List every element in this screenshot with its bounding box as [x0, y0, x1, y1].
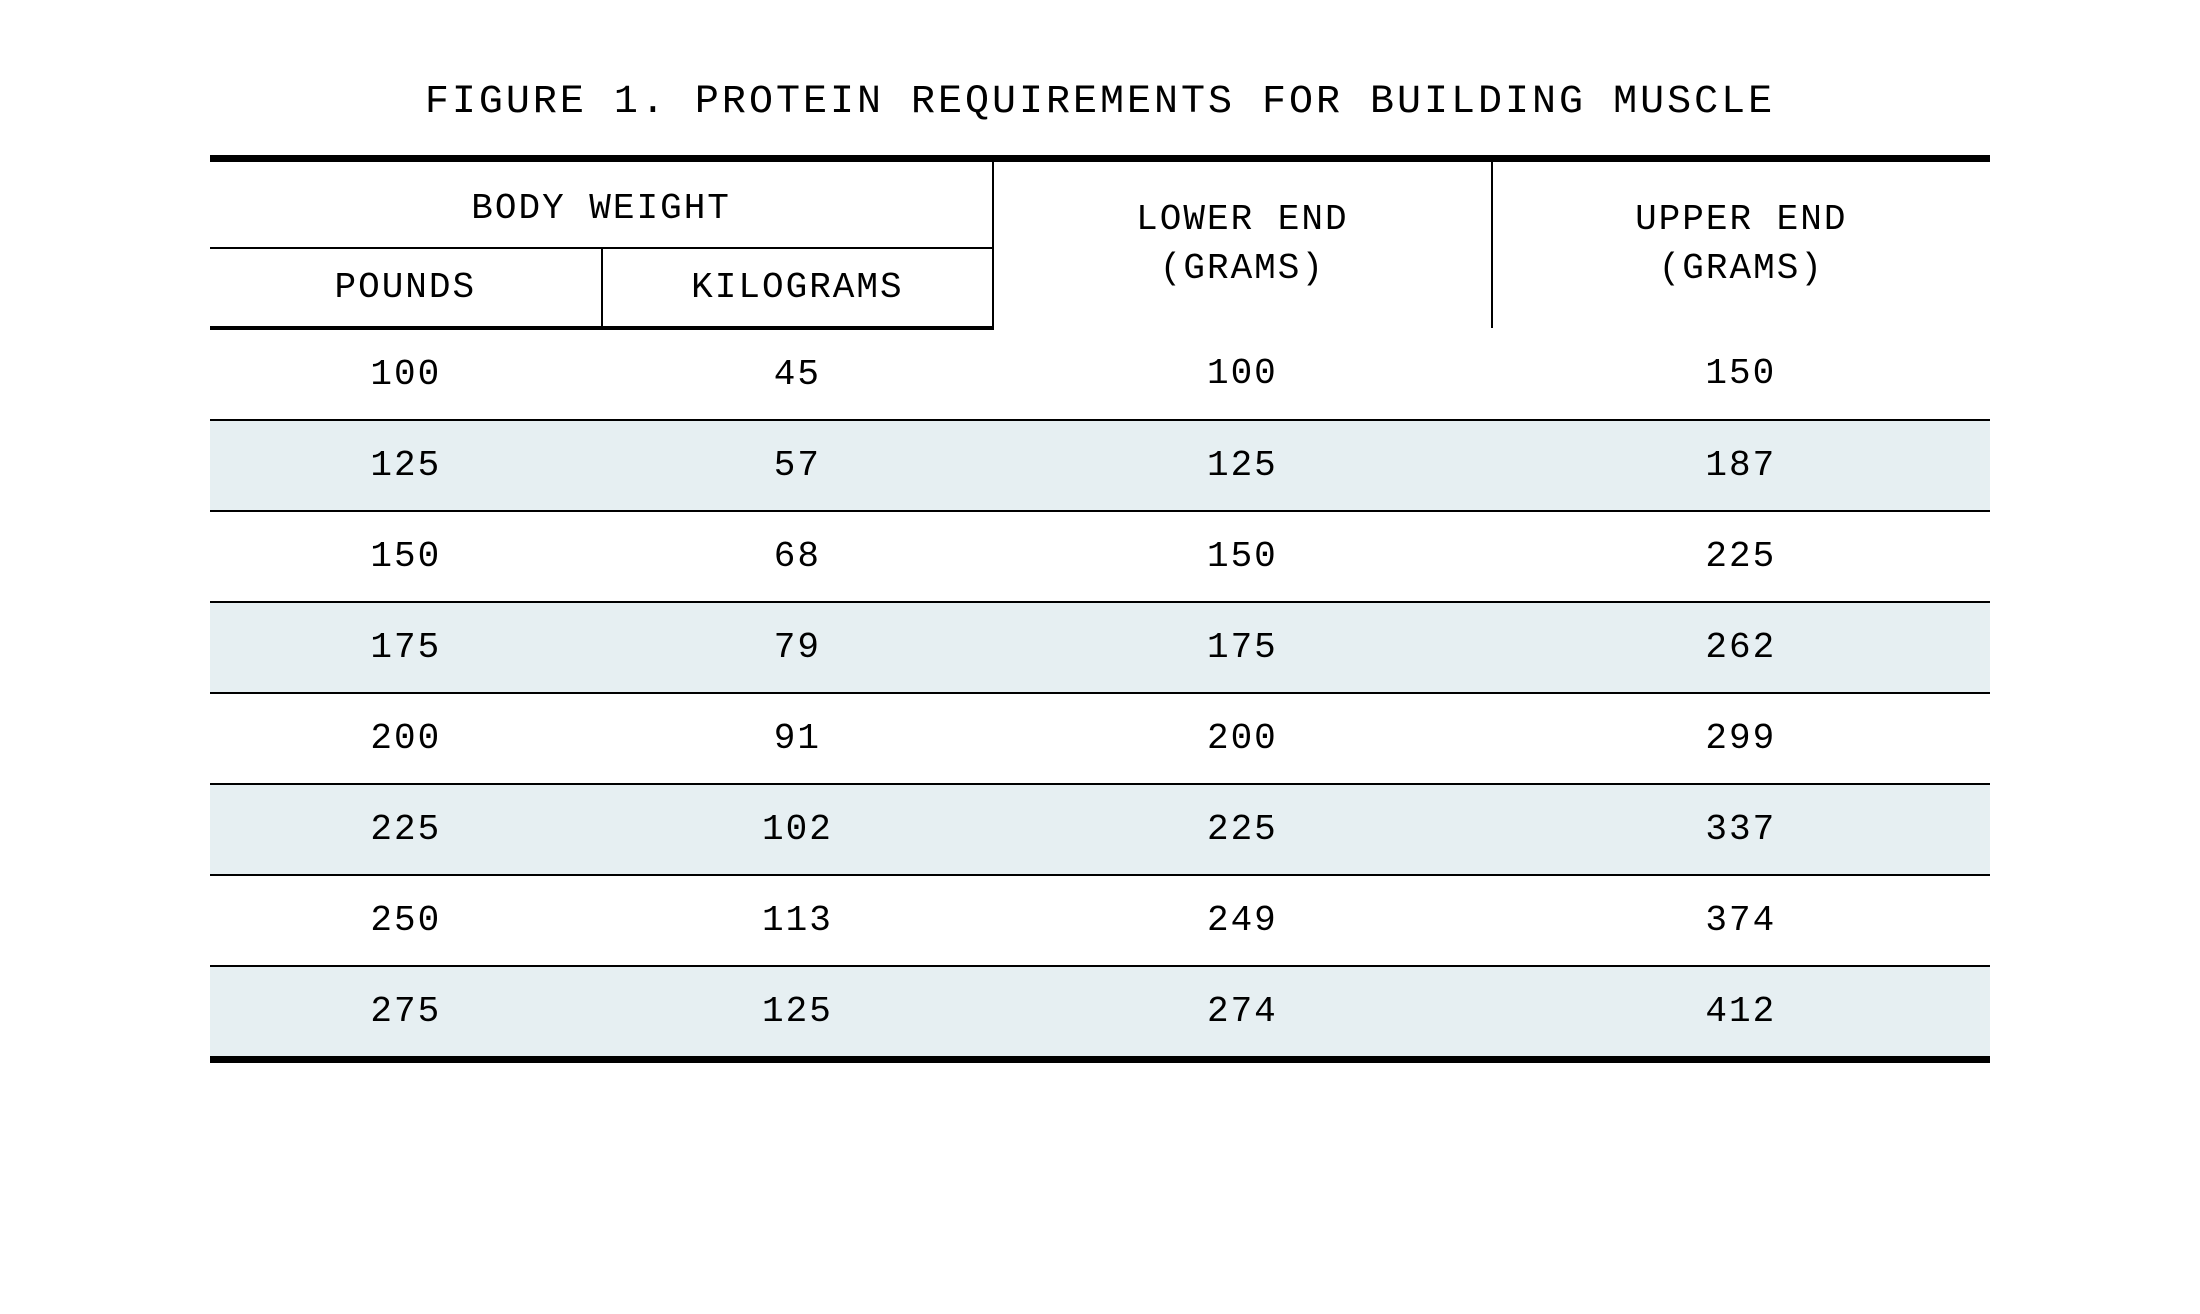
table-row: 225102225337	[210, 784, 1990, 875]
cell-kilograms: 113	[602, 875, 994, 966]
cell-kilograms: 57	[602, 420, 994, 511]
cell-lower-end: 200	[993, 693, 1491, 784]
cell-lower-end: 175	[993, 602, 1491, 693]
cell-pounds: 200	[210, 693, 602, 784]
table-row: 12557125187	[210, 420, 1990, 511]
cell-lower-end: 125	[993, 420, 1491, 511]
cell-pounds: 150	[210, 511, 602, 602]
cell-kilograms: 91	[602, 693, 994, 784]
cell-lower-end: 150	[993, 511, 1491, 602]
cell-upper-end: 374	[1492, 875, 1990, 966]
table-header: BODY WEIGHT LOWER END (GRAMS) UPPER END …	[210, 159, 1990, 329]
cell-pounds: 100	[210, 328, 602, 420]
table-row: 20091200299	[210, 693, 1990, 784]
header-lower-end-line1: LOWER END	[1136, 199, 1348, 240]
table-row: 275125274412	[210, 966, 1990, 1060]
table-row: 10045100150	[210, 328, 1990, 420]
cell-lower-end: 249	[993, 875, 1491, 966]
cell-kilograms: 102	[602, 784, 994, 875]
cell-upper-end: 262	[1492, 602, 1990, 693]
cell-pounds: 125	[210, 420, 602, 511]
header-upper-end-line2: (GRAMS)	[1659, 248, 1824, 289]
cell-pounds: 225	[210, 784, 602, 875]
cell-kilograms: 79	[602, 602, 994, 693]
table-body: 1004510015012557125187150681502251757917…	[210, 328, 1990, 1060]
table-row: 17579175262	[210, 602, 1990, 693]
cell-upper-end: 412	[1492, 966, 1990, 1060]
cell-kilograms: 68	[602, 511, 994, 602]
header-upper-end: UPPER END (GRAMS)	[1492, 159, 1990, 329]
header-lower-end: LOWER END (GRAMS)	[993, 159, 1491, 329]
protein-requirements-table: BODY WEIGHT LOWER END (GRAMS) UPPER END …	[210, 155, 1990, 1063]
header-kilograms: KILOGRAMS	[602, 248, 994, 328]
cell-upper-end: 337	[1492, 784, 1990, 875]
header-upper-end-line1: UPPER END	[1635, 199, 1847, 240]
cell-upper-end: 225	[1492, 511, 1990, 602]
cell-kilograms: 45	[602, 328, 994, 420]
cell-pounds: 175	[210, 602, 602, 693]
cell-upper-end: 150	[1492, 328, 1990, 420]
figure-title: FIGURE 1. PROTEIN REQUIREMENTS FOR BUILD…	[210, 80, 1990, 125]
cell-upper-end: 299	[1492, 693, 1990, 784]
header-pounds: POUNDS	[210, 248, 602, 328]
cell-pounds: 250	[210, 875, 602, 966]
cell-lower-end: 225	[993, 784, 1491, 875]
table-row: 15068150225	[210, 511, 1990, 602]
header-lower-end-line2: (GRAMS)	[1160, 248, 1325, 289]
cell-upper-end: 187	[1492, 420, 1990, 511]
figure-container: FIGURE 1. PROTEIN REQUIREMENTS FOR BUILD…	[210, 80, 1990, 1063]
cell-kilograms: 125	[602, 966, 994, 1060]
header-body-weight-group: BODY WEIGHT	[210, 159, 993, 249]
cell-lower-end: 274	[993, 966, 1491, 1060]
cell-pounds: 275	[210, 966, 602, 1060]
table-row: 250113249374	[210, 875, 1990, 966]
cell-lower-end: 100	[993, 328, 1491, 420]
